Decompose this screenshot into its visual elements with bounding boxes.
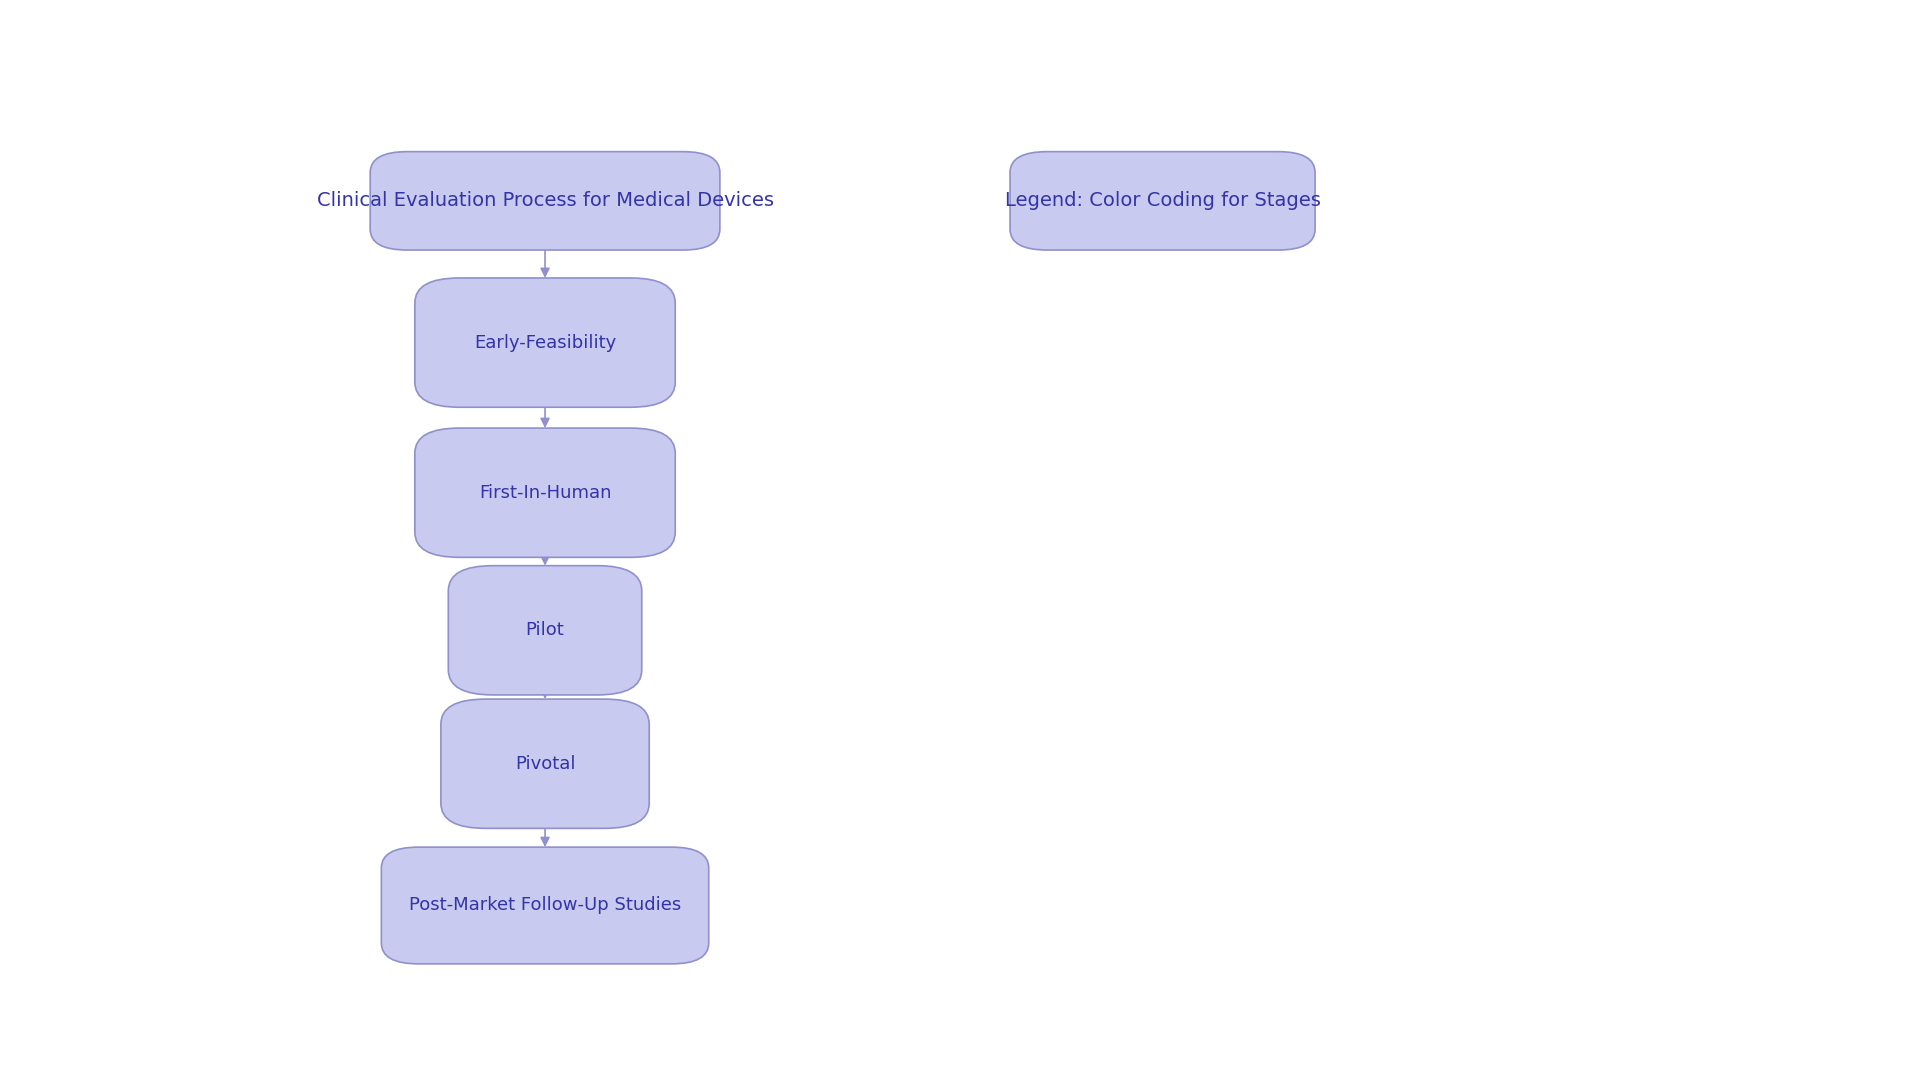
Text: Clinical Evaluation Process for Medical Devices: Clinical Evaluation Process for Medical … [317, 192, 774, 210]
Text: Pivotal: Pivotal [515, 755, 576, 773]
Text: Post-Market Follow-Up Studies: Post-Market Follow-Up Studies [409, 897, 682, 914]
FancyBboxPatch shape [447, 565, 641, 695]
FancyBboxPatch shape [382, 847, 708, 964]
FancyBboxPatch shape [371, 152, 720, 250]
Text: Legend: Color Coding for Stages: Legend: Color Coding for Stages [1004, 192, 1321, 210]
FancyBboxPatch shape [415, 278, 676, 407]
Text: Pilot: Pilot [526, 622, 564, 639]
FancyBboxPatch shape [1010, 152, 1315, 250]
FancyBboxPatch shape [442, 700, 649, 828]
Text: Early-Feasibility: Early-Feasibility [474, 334, 616, 352]
Text: First-In-Human: First-In-Human [478, 484, 611, 501]
FancyBboxPatch shape [415, 428, 676, 558]
